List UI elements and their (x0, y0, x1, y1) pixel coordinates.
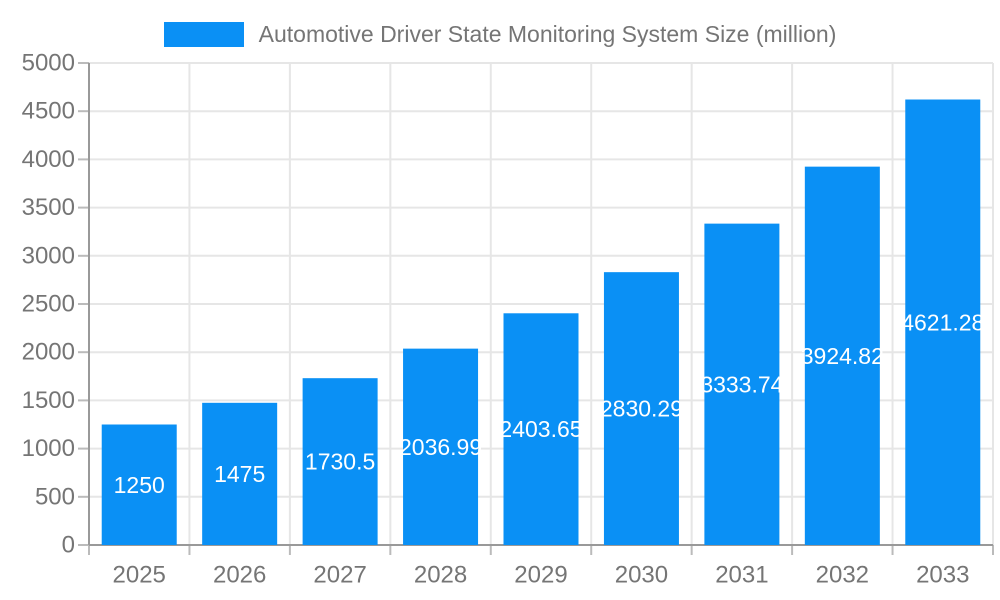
x-axis-label: 2029 (514, 562, 567, 589)
x-axis-label: 2028 (414, 562, 467, 589)
y-axis-label: 1500 (22, 387, 75, 414)
bar-value-label: 2830.29 (600, 396, 683, 422)
y-axis-label: 1000 (22, 435, 75, 462)
x-axis-label: 2030 (615, 562, 668, 589)
y-axis-label: 2500 (22, 291, 75, 318)
bar-value-label: 3924.82 (801, 343, 884, 369)
y-axis-label: 3500 (22, 194, 75, 221)
bar-value-label: 1250 (114, 472, 165, 498)
y-axis-label: 500 (35, 483, 75, 510)
bar-2033[interactable] (905, 99, 981, 545)
y-axis-label: 4500 (22, 98, 75, 125)
y-axis-label: 4000 (22, 146, 75, 173)
y-axis-label: 3000 (22, 242, 75, 269)
bar-value-label: 3333.74 (700, 371, 783, 397)
bar-2029[interactable] (503, 313, 579, 545)
x-axis-label: 2026 (213, 562, 266, 589)
bar-2027[interactable] (302, 378, 378, 545)
legend-label: Automotive Driver State Monitoring Syste… (258, 21, 837, 47)
bar-value-label: 2403.65 (499, 416, 582, 442)
bar-value-label: 2036.99 (399, 434, 482, 460)
x-axis-label: 2025 (113, 562, 166, 589)
y-axis-label: 0 (62, 532, 75, 559)
bar-2030[interactable] (603, 272, 679, 545)
bar-2026[interactable] (202, 402, 278, 545)
bar-value-label: 1730.5 (305, 449, 375, 475)
bar-value-label: 4621.28 (901, 309, 984, 335)
bar-2028[interactable] (403, 348, 479, 545)
bar-value-label: 1475 (214, 461, 265, 487)
bar-2031[interactable] (704, 223, 780, 546)
x-axis-label: 2027 (313, 562, 366, 589)
bar-2032[interactable] (804, 166, 880, 546)
x-axis-label: 2031 (715, 562, 768, 589)
legend-swatch (163, 21, 244, 47)
y-axis-label: 5000 (22, 50, 75, 77)
bar-2025[interactable] (101, 424, 177, 546)
x-axis-label: 2032 (816, 562, 869, 589)
y-axis-label: 2000 (22, 339, 75, 366)
legend-item[interactable]: Automotive Driver State Monitoring Syste… (0, 21, 1000, 47)
x-axis-label: 2033 (916, 562, 969, 589)
